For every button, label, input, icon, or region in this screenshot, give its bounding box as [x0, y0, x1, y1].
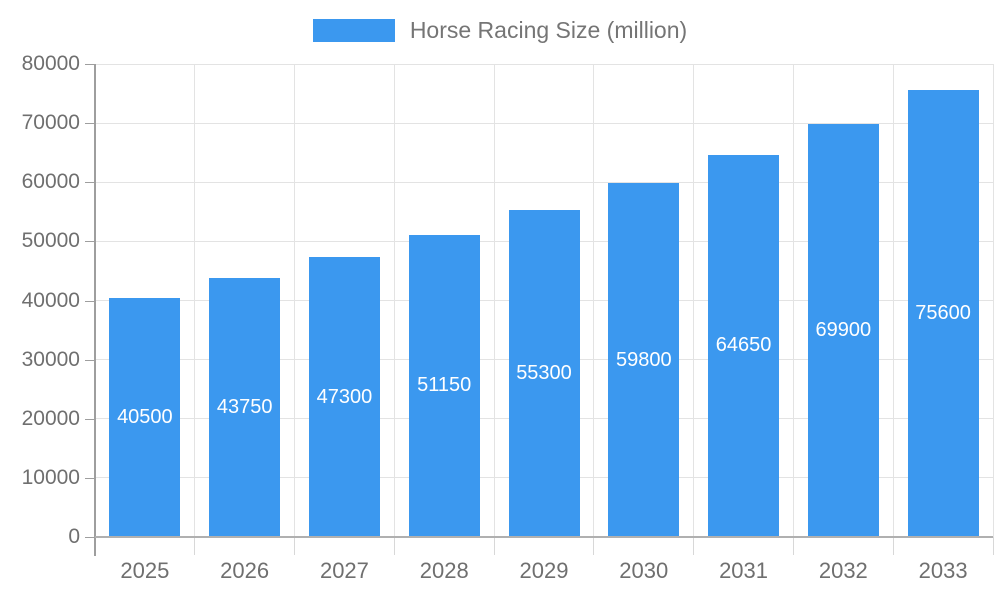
x-axis-tick: [792, 537, 794, 555]
x-axis-tick: [892, 537, 894, 555]
bar[interactable]: 64650: [708, 154, 780, 537]
x-gridline: [792, 64, 794, 537]
bar-value-label: 51150: [417, 374, 472, 397]
x-gridline: [493, 64, 495, 537]
x-axis-label: 2025: [120, 558, 170, 583]
bar[interactable]: 59800: [608, 183, 680, 537]
y-axis-tick: [85, 477, 95, 479]
bar-value-label: 59800: [615, 348, 672, 371]
x-gridline: [892, 64, 894, 537]
x-axis-tick: [992, 537, 994, 555]
bar-value-label: 55300: [516, 362, 572, 384]
x-axis-label: 2033: [918, 558, 968, 583]
bar[interactable]: 47300: [308, 257, 380, 537]
series-color-swatch-icon: [312, 19, 395, 42]
bar-value-label: 75600: [915, 301, 971, 324]
x-axis-label: 2029: [519, 558, 569, 583]
legend[interactable]: Horse Racing Size (million): [0, 17, 1000, 44]
y-axis-label: 50000: [21, 229, 80, 253]
y-axis-tick: [85, 418, 95, 420]
x-axis-label: 2030: [619, 558, 669, 583]
y-axis-label: 30000: [21, 347, 80, 371]
x-gridline: [393, 64, 395, 537]
y-axis-tick: [85, 537, 95, 538]
x-axis-tick: [693, 537, 695, 555]
y-axis-label: 20000: [21, 406, 80, 430]
x-axis-tick: [294, 537, 296, 555]
y-axis-tick: [85, 64, 95, 65]
x-axis-tick: [194, 537, 196, 555]
y-axis-tick: [85, 182, 95, 184]
y-axis-tick: [85, 300, 95, 302]
x-axis-tick: [493, 537, 495, 555]
bar-value-label: 43750: [216, 396, 273, 419]
bar[interactable]: 40500: [109, 297, 181, 537]
x-axis-line: [95, 536, 993, 538]
bar[interactable]: 55300: [508, 210, 580, 537]
legend-label: Horse Racing Size (million): [409, 17, 688, 43]
y-axis-label: 70000: [21, 111, 80, 135]
y-axis-label: 40000: [21, 288, 80, 312]
x-gridline: [194, 64, 196, 537]
x-gridline: [294, 64, 296, 537]
bar[interactable]: 69900: [807, 123, 879, 537]
y-axis-tick: [85, 241, 95, 243]
bar-value-label: 69900: [815, 318, 872, 341]
y-axis-tick: [85, 123, 95, 125]
x-gridline: [593, 64, 595, 537]
y-gridline: [95, 63, 993, 65]
x-gridline: [992, 64, 994, 537]
x-axis-label: 2031: [719, 558, 769, 583]
bar[interactable]: 75600: [907, 90, 979, 537]
bar[interactable]: 51150: [408, 234, 480, 537]
bar-value-label: 47300: [316, 385, 373, 408]
bar[interactable]: 43750: [209, 278, 281, 537]
y-axis-tick: [85, 359, 95, 361]
bar-value-label: 40500: [117, 405, 173, 428]
x-axis-label: 2028: [419, 558, 469, 583]
x-axis-label: 2032: [818, 558, 868, 583]
y-axis-label: 10000: [21, 465, 80, 489]
x-axis-label: 2027: [319, 558, 369, 583]
y-axis-label: 60000: [21, 170, 80, 194]
y-axis-label: 80000: [21, 52, 80, 75]
bar-value-label: 64650: [715, 334, 772, 357]
x-gridline: [693, 64, 695, 537]
y-axis-line: [94, 64, 96, 556]
x-axis-tick: [393, 537, 395, 555]
y-axis-label: 0: [68, 525, 80, 548]
x-axis-tick: [593, 537, 595, 555]
x-axis-label: 2026: [220, 558, 270, 583]
